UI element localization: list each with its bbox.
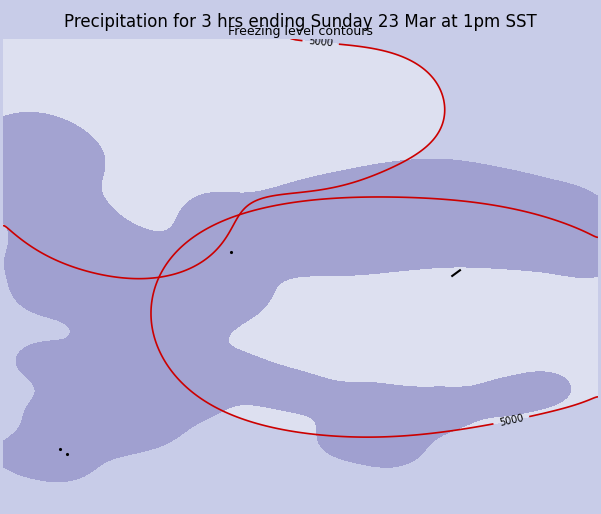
Text: 5000: 5000	[498, 413, 525, 428]
Text: 5000: 5000	[308, 36, 334, 49]
Text: Freezing level contours: Freezing level contours	[228, 25, 373, 38]
Text: Precipitation for 3 hrs ending Sunday 23 Mar at 1pm SST: Precipitation for 3 hrs ending Sunday 23…	[64, 13, 537, 31]
